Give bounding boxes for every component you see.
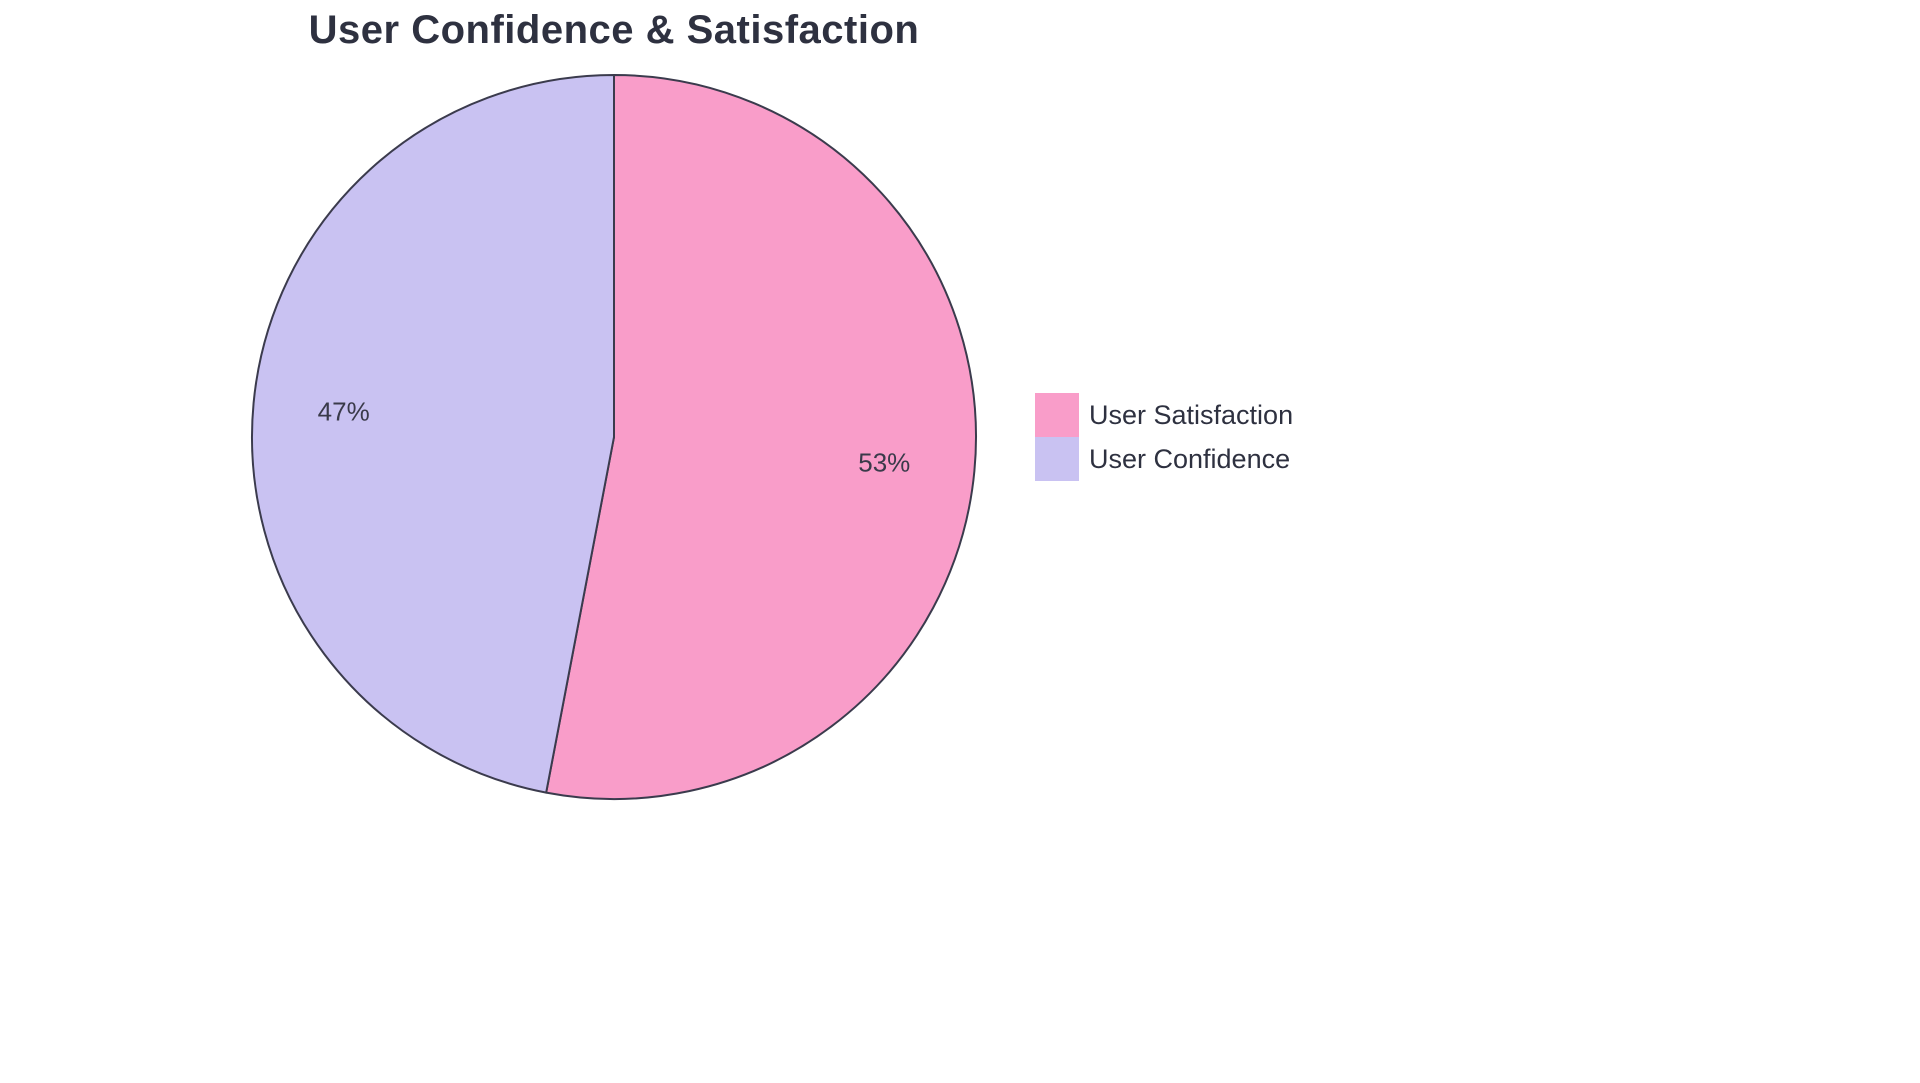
pie-slice-user-confidence[interactable] [251,74,615,794]
slice-label-user-satisfaction: 53% [858,448,910,478]
chart-title: User Confidence & Satisfaction [308,8,920,52]
legend-label-user-satisfaction: User Satisfaction [1089,399,1294,430]
legend-swatch-user-satisfaction [1035,393,1079,437]
slice-label-user-confidence: 47% [318,396,370,426]
legend-swatch-user-confidence [1035,437,1079,481]
legend-item-user-confidence[interactable]: User Confidence [1035,437,1293,481]
legend-label-user-confidence: User Confidence [1089,443,1291,474]
pie-slice-user-satisfaction[interactable] [545,74,977,800]
legend: User Satisfaction User Confidence [1035,393,1293,481]
legend-item-user-satisfaction[interactable]: User Satisfaction [1035,393,1293,437]
